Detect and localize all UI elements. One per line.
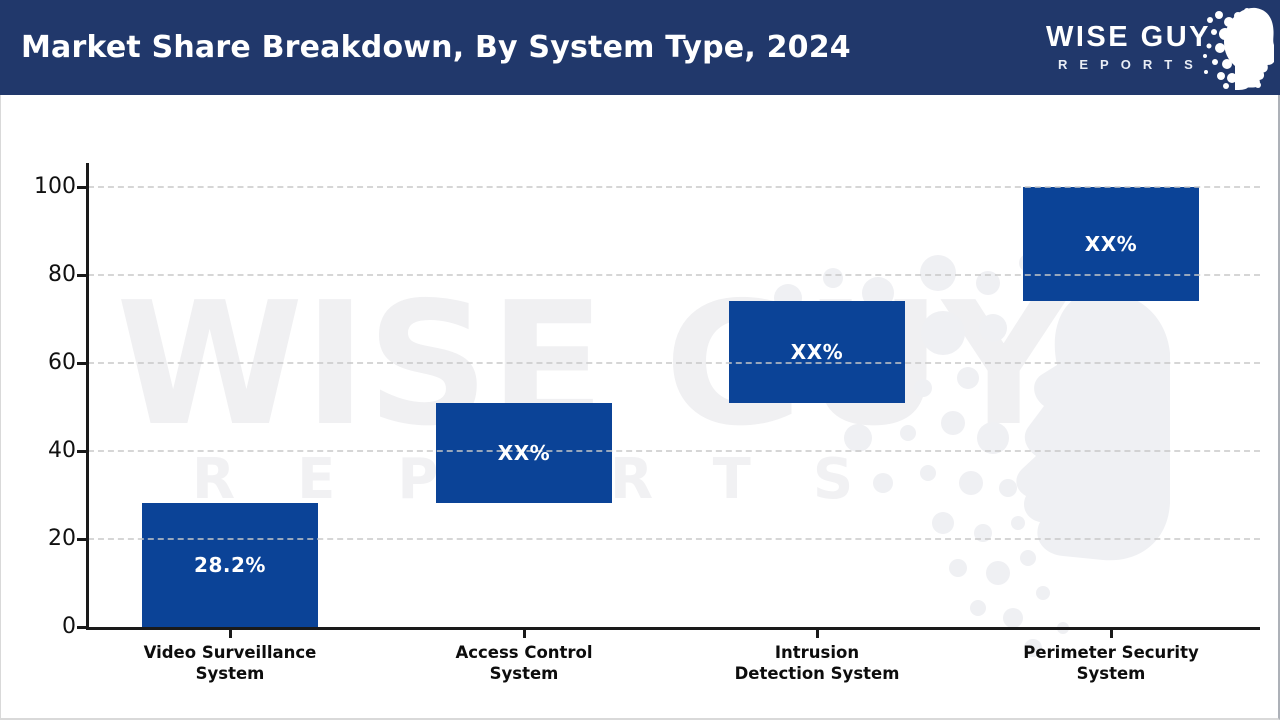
chart-title: Market Share Breakdown, By System Type, … [21, 30, 851, 65]
y-tick-mark [77, 537, 86, 541]
x-category-label-line: Perimeter Security [1023, 643, 1199, 662]
x-category-label-line: Intrusion [774, 643, 860, 662]
x-category-label: Perimeter Security System [951, 642, 1271, 684]
bar-value-label: XX% [790, 339, 844, 364]
bar [729, 301, 905, 403]
y-tick-label: 80 [48, 262, 76, 287]
y-tick-mark [77, 273, 86, 277]
x-tick-mark [228, 630, 232, 638]
logo-sub-wordmark: REPORTS [1058, 57, 1205, 72]
logo-wordmark: WISE GUY [1046, 21, 1211, 53]
gridline [88, 538, 1260, 540]
x-category-label-line: Detection System [734, 664, 900, 683]
gridline [88, 274, 1260, 276]
y-tick-mark [77, 185, 86, 189]
y-axis-spine [86, 163, 89, 630]
bar [436, 402, 612, 503]
x-tick-mark [522, 630, 526, 638]
bar [1023, 187, 1199, 302]
bar-value-label: XX% [1084, 232, 1138, 257]
x-category-label: Intrusion Detection System [657, 642, 977, 684]
x-category-label-line: Video Surveillance [143, 643, 317, 662]
y-tick-mark [77, 361, 86, 365]
x-category-label: Access Control System [364, 642, 684, 684]
x-tick-mark [1109, 630, 1113, 638]
y-tick-mark [77, 449, 86, 453]
x-category-label-line: Access Control [455, 643, 593, 662]
y-tick-label: 100 [34, 174, 76, 199]
x-category-label-line: System [195, 664, 265, 683]
bar-value-label: XX% [497, 440, 551, 465]
x-tick-mark [815, 630, 819, 638]
logo-face-icon [1203, 7, 1274, 90]
x-category-label-line: System [489, 664, 559, 683]
wise-guy-logo: WISE GUY REPORTS [1046, 7, 1274, 90]
y-tick-mark [77, 625, 86, 629]
gridline [88, 450, 1260, 452]
watermark-face-silhouette [1016, 291, 1170, 561]
y-tick-label: 20 [48, 526, 76, 551]
y-tick-label: 0 [62, 614, 76, 639]
header: Market Share Breakdown, By System Type, … [0, 0, 1280, 95]
y-tick-label: 60 [48, 350, 76, 375]
x-axis-spine [86, 627, 1260, 630]
x-category-label: Video Surveillance System [70, 642, 390, 684]
x-category-label-line: System [1076, 664, 1146, 683]
gridline [88, 186, 1260, 188]
bar-value-label: 28.2% [194, 552, 266, 577]
bar [142, 502, 318, 627]
gridline [88, 362, 1260, 364]
y-tick-label: 40 [48, 438, 76, 463]
